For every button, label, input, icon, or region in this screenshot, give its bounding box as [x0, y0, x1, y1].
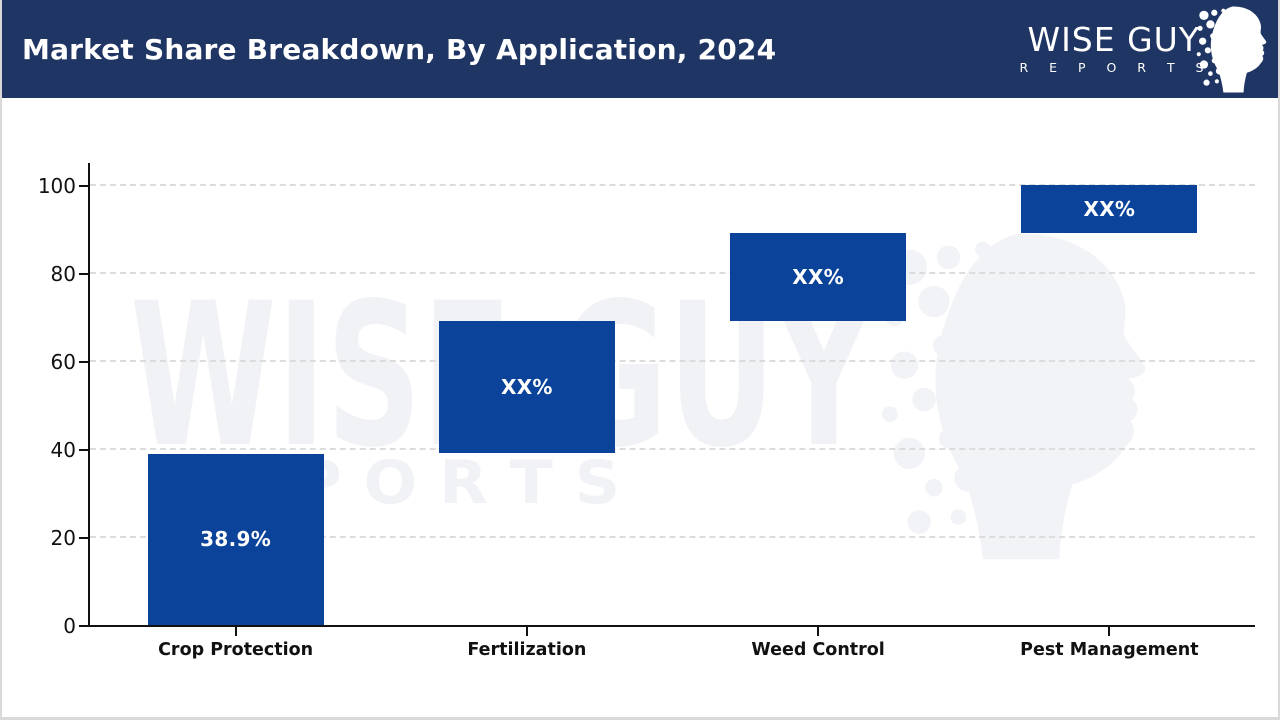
y-tick-0: [79, 625, 88, 627]
x-tick-label-3: Pest Management: [1020, 640, 1199, 660]
y-axis-spine: [88, 163, 90, 625]
gridline-20: [90, 536, 1255, 538]
y-tick-20: [79, 537, 88, 539]
x-tick-1: [525, 627, 528, 636]
gridline-80: [90, 272, 1255, 274]
x-tick-2: [817, 627, 820, 636]
bar-value-label: XX%: [500, 375, 553, 400]
gridline-100: [90, 184, 1255, 186]
gridline-60: [90, 360, 1255, 362]
y-tick-label-100: 100: [37, 174, 76, 198]
wiseguy-logo: WISE GUY R E P O R T S: [1015, 0, 1274, 98]
y-tick-40: [79, 449, 88, 451]
logo-wordmark: WISE GUY: [1027, 20, 1200, 59]
y-tick-label-40: 40: [50, 438, 76, 462]
bar-value-label: XX%: [1083, 197, 1136, 222]
header-bar: Market Share Breakdown, By Application, …: [2, 0, 1278, 98]
y-tick-label-80: 80: [50, 262, 76, 286]
bar-value-label: 38.9%: [200, 527, 272, 552]
bar-fertilization: XX%: [438, 321, 615, 454]
x-tick-label-2: Weed Control: [751, 640, 885, 660]
bar-pest-management: XX%: [1021, 185, 1198, 234]
x-axis-spine: [88, 625, 1255, 627]
y-tick-label-20: 20: [50, 526, 76, 550]
page-title: Market Share Breakdown, By Application, …: [22, 32, 777, 66]
bar-crop-protection: 38.9%: [147, 453, 324, 625]
gridline-40: [90, 448, 1255, 450]
logo-text: WISE GUY R E P O R T S: [1015, 20, 1212, 76]
x-tick-0: [234, 627, 237, 636]
x-tick-label-1: Fertilization: [467, 640, 587, 660]
bar-value-label: XX%: [792, 265, 845, 290]
logo-subtext: R E P O R T S: [1019, 60, 1212, 75]
bar-weed-control: XX%: [730, 233, 907, 322]
logo-face-icon: [1196, 6, 1267, 93]
x-tick-label-0: Crop Protection: [158, 640, 314, 660]
y-tick-80: [79, 273, 88, 275]
y-tick-100: [79, 185, 88, 187]
y-tick-label-0: 0: [63, 614, 76, 638]
y-tick-label-60: 60: [50, 350, 76, 374]
x-tick-3: [1108, 627, 1111, 636]
y-tick-60: [79, 361, 88, 363]
